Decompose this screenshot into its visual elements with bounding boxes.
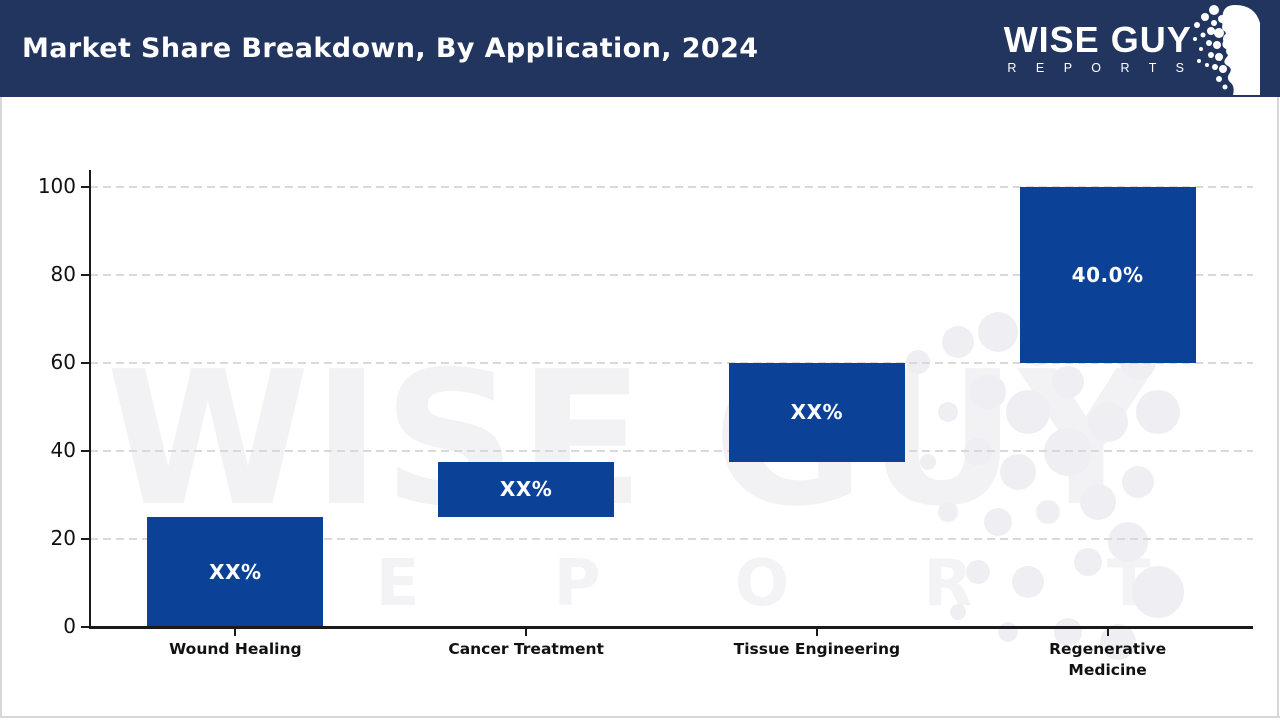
y-tick-mark-80: [81, 273, 89, 276]
y-tick-label-0: 0: [63, 614, 76, 638]
gridline-y-60: [90, 361, 1253, 364]
x-category-label-tissue-engineering: Tissue Engineering: [733, 640, 901, 658]
x-tick-mark-tissue-engineering: [815, 628, 818, 636]
bar-wound-healing: XX%: [147, 516, 324, 627]
y-tick-mark-20: [81, 537, 89, 540]
x-category-label-wound-healing: Wound Healing: [169, 640, 302, 658]
y-tick-mark-60: [81, 361, 89, 364]
x-category-label-cancer-treatment: Cancer Treatment: [448, 640, 604, 658]
bar-value-label: XX%: [499, 477, 553, 502]
gridline-y-100: [90, 185, 1253, 188]
page-title: Market Share Breakdown, By Application, …: [22, 33, 759, 64]
y-tick-label-100: 100: [37, 173, 76, 198]
page-border-left: [0, 97, 2, 717]
page-border-bottom: [0, 716, 1280, 718]
page-border-right: [1277, 97, 1279, 717]
gridline-y-80: [90, 273, 1253, 276]
header-bar: Market Share Breakdown, By Application, …: [0, 0, 1280, 97]
brand-name: WISE GUY: [1003, 19, 1192, 60]
y-axis-line: [88, 170, 91, 628]
brand-subname: R E P O R T S: [1007, 61, 1192, 75]
bar-regenerative-medicine: 40.0%: [1019, 186, 1196, 363]
bar-cancer-treatment: XX%: [438, 461, 615, 517]
bar-value-label: XX%: [209, 559, 262, 584]
x-category-label-regenerative-medicine: Regenerative Medicine: [1049, 640, 1167, 679]
bar-value-label: XX%: [790, 400, 844, 425]
x-tick-mark-cancer-treatment: [525, 628, 528, 636]
watermark-dotted-face: [906, 312, 1184, 660]
y-tick-mark-0: [81, 626, 89, 628]
brand-wordmark: WISE GUY R E P O R T S: [1003, 19, 1192, 76]
y-tick-mark-100: [81, 185, 89, 188]
dotted-face-profile-icon: [1193, 4, 1260, 95]
gridline-y-40: [90, 449, 1253, 452]
y-tick-label-40: 40: [50, 437, 76, 462]
gridline-y-20: [90, 537, 1253, 540]
x-tick-mark-regenerative-medicine: [1106, 628, 1109, 636]
bar-tissue-engineering: XX%: [728, 362, 905, 462]
x-axis-line: [88, 626, 1253, 629]
y-tick-label-60: 60: [50, 349, 76, 374]
y-tick-label-80: 80: [50, 261, 76, 286]
y-tick-mark-40: [81, 449, 89, 452]
brand-logo: WISE GUY R E P O R T S: [1003, 3, 1266, 95]
bar-value-label: 40.0%: [1071, 262, 1144, 287]
y-tick-label-20: 20: [50, 525, 76, 550]
x-tick-mark-wound-healing: [234, 628, 237, 636]
